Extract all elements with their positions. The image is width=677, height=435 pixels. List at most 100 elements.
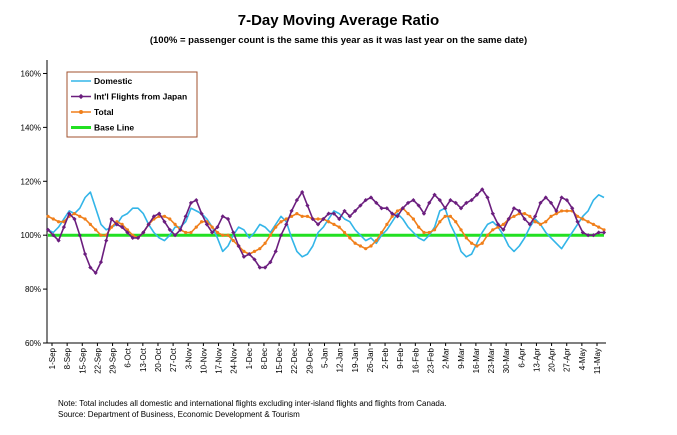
point-int-l-flights-from-japan (586, 233, 591, 238)
point-int-l-flights-from-japan (342, 208, 347, 214)
point-int-l-flights-from-japan (480, 187, 485, 192)
point-int-l-flights-from-japan (416, 203, 421, 208)
x-tick-label: 9-Mar (457, 348, 466, 369)
point-int-l-flights-from-japan (162, 219, 167, 224)
point-total (210, 225, 214, 229)
x-tick-label: 22-Sep (93, 347, 102, 373)
point-int-l-flights-from-japan (368, 195, 374, 200)
point-int-l-flights-from-japan (247, 251, 252, 257)
x-tick-label: 6-Oct (124, 347, 133, 367)
x-tick-label: 23-Feb (426, 347, 435, 373)
point-total (46, 214, 50, 218)
point-total (252, 249, 257, 253)
point-total (199, 220, 204, 224)
point-int-l-flights-from-japan (506, 216, 511, 222)
point-int-l-flights-from-japan (326, 211, 331, 216)
point-int-l-flights-from-japan (474, 192, 480, 197)
point-total (279, 220, 283, 224)
x-tick-label: 13-Apr (532, 348, 541, 372)
x-tick-label: 13-Oct (139, 347, 148, 372)
y-tick-label: 160% (21, 69, 41, 78)
point-total (411, 217, 415, 221)
chart-subtitle: (100% = passenger count is the same this… (149, 35, 528, 46)
point-total (242, 249, 246, 253)
point-total (327, 220, 331, 224)
point-total (263, 241, 267, 245)
point-int-l-flights-from-japan (263, 265, 268, 270)
point-total (581, 217, 585, 221)
point-int-l-flights-from-japan (114, 222, 119, 227)
x-tick-label: 19-Jan (351, 348, 360, 372)
point-int-l-flights-from-japan (199, 211, 204, 216)
point-int-l-flights-from-japan (61, 225, 66, 230)
point-total (417, 225, 421, 229)
point-int-l-flights-from-japan (236, 243, 241, 249)
point-int-l-flights-from-japan (411, 198, 416, 203)
x-tick-label: 29-Sep (109, 347, 118, 373)
point-int-l-flights-from-japan (104, 238, 109, 243)
point-total (215, 230, 220, 235)
point-int-l-flights-from-japan (384, 206, 389, 211)
point-total (168, 217, 172, 221)
point-int-l-flights-from-japan (300, 189, 305, 195)
y-tick-label: 100% (21, 231, 41, 240)
x-tick-label: 5-Jan (321, 348, 330, 368)
point-int-l-flights-from-japan (448, 198, 453, 203)
x-tick-label: 9-Feb (396, 347, 405, 368)
point-total (369, 244, 373, 248)
point-int-l-flights-from-japan (363, 198, 368, 203)
point-total (475, 244, 479, 248)
point-int-l-flights-from-japan (427, 200, 432, 205)
y-tick-label: 120% (21, 177, 41, 186)
point-total (300, 214, 304, 218)
x-tick-label: 17-Nov (215, 348, 224, 374)
legend-box (66, 71, 198, 138)
point-int-l-flights-from-japan (56, 238, 61, 243)
point-int-l-flights-from-japan (210, 230, 215, 235)
point-total (99, 233, 103, 237)
point-total (162, 214, 167, 218)
x-tick-label: 6-Apr (517, 348, 526, 368)
x-tick-label: 2-Feb (381, 347, 390, 368)
point-int-l-flights-from-japan (273, 249, 278, 254)
point-int-l-flights-from-japan (543, 195, 548, 200)
point-total (565, 209, 569, 213)
point-int-l-flights-from-japan (72, 216, 77, 222)
point-total (544, 220, 548, 224)
x-tick-label: 1-Dec (245, 348, 254, 369)
legend: Domestic Int'l Flights from Japan Total Bas… (66, 71, 198, 138)
point-int-l-flights-from-japan (374, 200, 379, 205)
point-int-l-flights-from-japan (109, 216, 114, 222)
point-int-l-flights-from-japan (601, 230, 607, 235)
x-tick-label: 16-Feb (411, 347, 420, 373)
point-total (528, 214, 532, 218)
point-int-l-flights-from-japan (321, 216, 326, 222)
point-int-l-flights-from-japan (432, 192, 437, 197)
point-int-l-flights-from-japan (443, 206, 448, 211)
point-total (374, 238, 378, 243)
point-int-l-flights-from-japan (554, 208, 559, 214)
point-int-l-flights-from-japan (337, 216, 342, 222)
point-total (432, 228, 437, 232)
point-total (459, 228, 463, 232)
legend-label-total: Total (94, 107, 114, 117)
x-tick-label: 1-Sep (48, 347, 57, 369)
point-total (231, 238, 235, 243)
point-total (72, 212, 77, 216)
x-tick-label: 8-Dec (260, 348, 269, 369)
point-total (88, 222, 92, 227)
legend-label-base-line: Base Line (94, 123, 134, 133)
point-int-l-flights-from-japan (257, 265, 262, 270)
point-int-l-flights-from-japan (194, 198, 199, 203)
point-int-l-flights-from-japan (188, 200, 194, 205)
point-total (295, 212, 299, 216)
point-int-l-flights-from-japan (82, 251, 88, 257)
point-int-l-flights-from-japan (93, 270, 98, 276)
point-int-l-flights-from-japan (231, 230, 236, 235)
point-int-l-flights-from-japan (294, 198, 299, 203)
point-total (221, 233, 225, 237)
point-total (83, 217, 87, 221)
x-tick-label: 24-Nov (230, 348, 239, 374)
point-total (485, 233, 490, 237)
x-tick-label: 2-Mar (442, 348, 451, 369)
